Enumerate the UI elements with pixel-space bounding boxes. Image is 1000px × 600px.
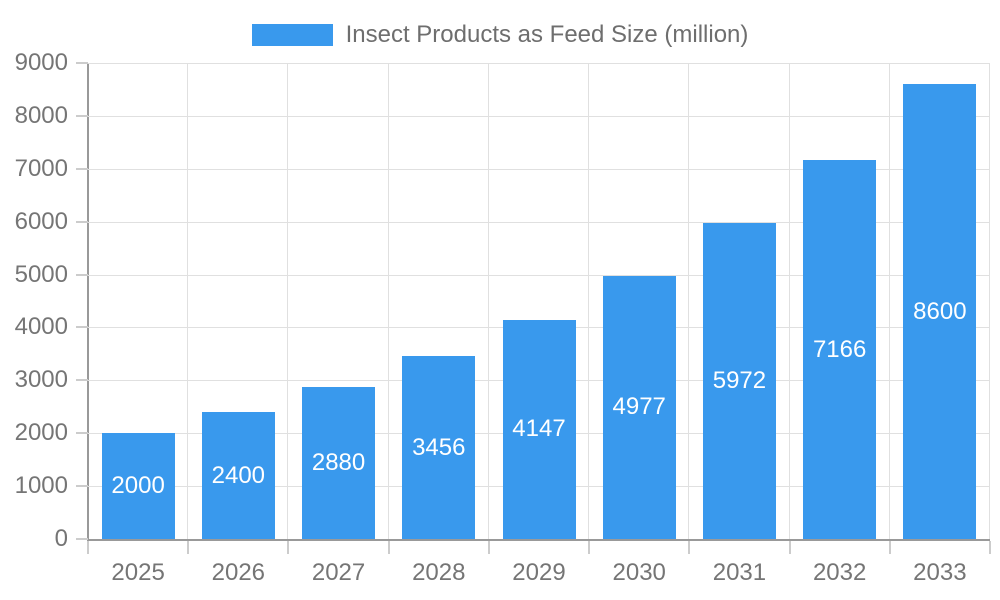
x-axis-tick — [387, 541, 390, 554]
y-axis-label: 7000 — [14, 154, 68, 182]
y-axis-label: 8000 — [14, 101, 68, 129]
legend-swatch-icon — [251, 24, 333, 46]
y-axis-tick — [76, 62, 88, 64]
y-gridline — [88, 274, 990, 276]
x-axis-tick — [688, 541, 691, 554]
y-axis-label: 1000 — [14, 472, 68, 500]
x-axis-label: 2028 — [412, 559, 466, 586]
bar-2033[interactable]: 8600 — [903, 84, 977, 539]
x-axis-tick — [788, 541, 791, 554]
bar-value-label: 3456 — [412, 433, 466, 461]
bar-2028[interactable]: 3456 — [402, 356, 476, 539]
bar-value-label: 4977 — [612, 393, 666, 421]
bar-value-label: 2400 — [211, 461, 266, 489]
chart-legend[interactable]: Insect Products as Feed Size (million) — [0, 23, 1000, 47]
y-axis-tick — [76, 326, 88, 329]
bar-2026[interactable]: 2400 — [201, 412, 275, 539]
y-axis-tick — [76, 273, 88, 276]
bar-value-label: 8600 — [913, 297, 967, 325]
x-gridline — [487, 63, 489, 539]
bar-2032[interactable]: 7166 — [803, 160, 877, 539]
x-axis-label: 2027 — [311, 559, 366, 586]
x-axis-tick — [888, 541, 891, 554]
y-axis-label: 3000 — [14, 366, 68, 394]
x-gridline — [788, 63, 790, 539]
x-gridline — [688, 63, 690, 539]
bar-value-label: 7166 — [812, 335, 867, 363]
y-gridline — [88, 63, 990, 64]
x-axis-label: 2033 — [913, 559, 967, 586]
bar-2025[interactable]: 2000 — [101, 433, 175, 539]
y-axis-tick — [76, 167, 88, 170]
bar-value-label: 5972 — [712, 367, 767, 395]
x-axis-tick — [487, 541, 490, 554]
y-axis-tick — [76, 220, 88, 223]
bar-2029[interactable]: 4147 — [502, 319, 576, 539]
bar-2031[interactable]: 5972 — [702, 223, 776, 539]
y-axis-label: 6000 — [14, 207, 68, 235]
y-axis-label: 4000 — [14, 313, 68, 341]
y-axis-label: 0 — [54, 525, 68, 552]
plot-area: 2000 2400 2880 3456 4147 4977 5972 7166 8600 — [88, 63, 990, 539]
x-axis-tick — [287, 541, 290, 554]
x-gridline — [287, 63, 289, 539]
y-axis-tick — [76, 538, 88, 540]
y-axis-tick — [76, 432, 88, 435]
x-axis-line — [87, 539, 990, 541]
x-axis-label: 2025 — [111, 559, 165, 586]
y-gridline — [88, 221, 990, 223]
y-axis-label: 5000 — [14, 260, 68, 288]
y-axis-label: 9000 — [14, 49, 68, 76]
bar-2027[interactable]: 2880 — [302, 386, 376, 539]
y-axis-tick — [76, 114, 88, 117]
bar-2030[interactable]: 4977 — [602, 275, 676, 539]
x-axis-tick — [989, 541, 991, 554]
y-axis-line — [87, 63, 89, 539]
x-axis-tick — [187, 541, 190, 554]
x-axis-tick — [588, 541, 591, 554]
x-gridline — [989, 63, 990, 539]
x-axis-label: 2029 — [512, 559, 566, 586]
y-axis-tick — [76, 379, 88, 382]
y-axis-label: 2000 — [14, 419, 68, 447]
x-axis-label: 2030 — [612, 559, 666, 586]
bar-value-label: 2880 — [311, 448, 366, 476]
x-axis-label: 2031 — [712, 559, 767, 586]
x-gridline — [888, 63, 890, 539]
x-gridline — [187, 63, 189, 539]
y-gridline — [88, 168, 990, 170]
bar-value-label: 4147 — [512, 415, 566, 443]
y-axis-tick — [76, 485, 88, 488]
x-axis-label: 2026 — [211, 559, 266, 586]
x-gridline — [588, 63, 590, 539]
x-gridline — [387, 63, 389, 539]
bar-value-label: 2000 — [111, 472, 165, 500]
y-gridline — [88, 115, 990, 117]
legend-label: Insect Products as Feed Size (million) — [345, 21, 749, 48]
x-axis-label: 2032 — [812, 559, 867, 586]
x-axis-tick — [87, 541, 89, 554]
